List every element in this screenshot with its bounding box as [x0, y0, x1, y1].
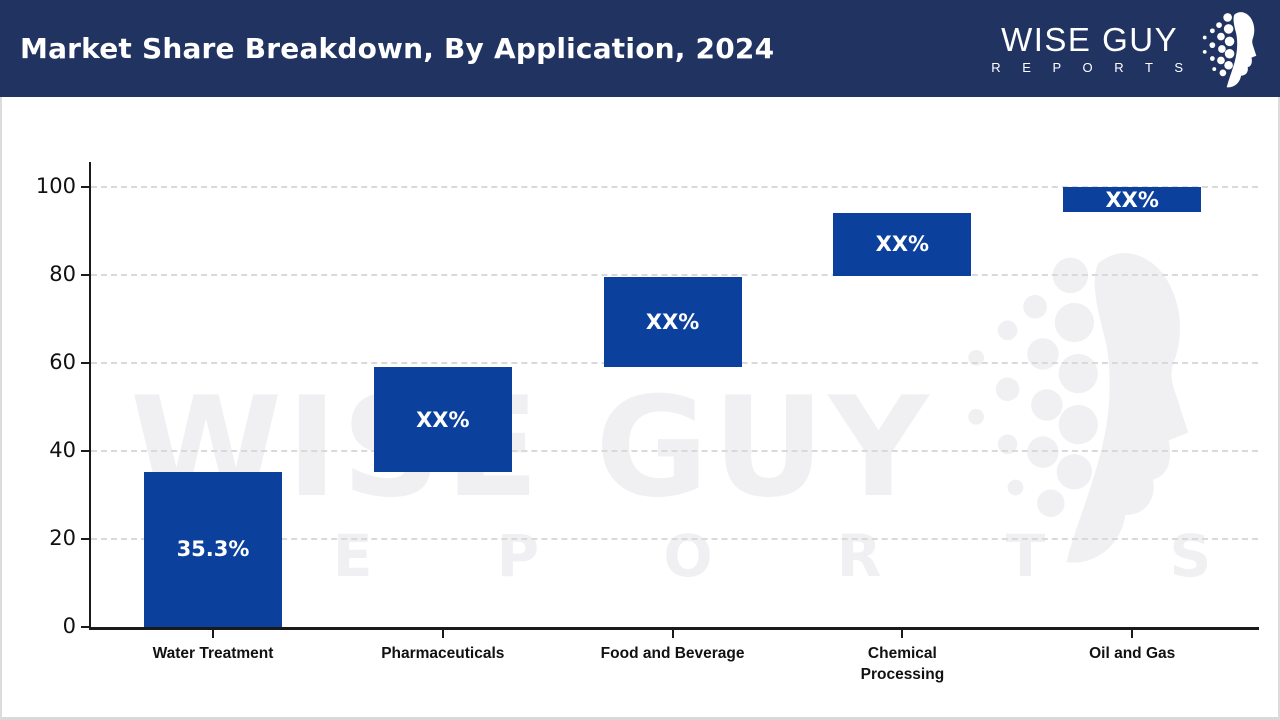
y-axis-tick-label: 40: [49, 438, 76, 462]
y-axis-tick-label: 100: [35, 174, 76, 198]
x-tick-mark-oil-and-gas: [1131, 630, 1134, 638]
y-tick-mark-100: [81, 186, 89, 188]
y-axis-tick-label: 0: [62, 614, 76, 638]
x-tick-mark-pharmaceuticals: [441, 630, 444, 638]
y-axis-line: [89, 162, 91, 630]
chart-area: WISE GUY R E P O R T S 0 20 40 60 80 100 35.3%…: [0, 97, 1280, 720]
bar-chemical-processing: XX%: [833, 212, 972, 276]
bar-food-and-beverage: XX%: [603, 277, 742, 368]
x-axis-label-pharmaceuticals: Pharmaceuticals: [381, 645, 505, 662]
x-axis-label-chemical-processing: Chemical Processing: [860, 645, 945, 683]
bar-value-label: XX%: [1105, 187, 1159, 212]
header-bar: Market Share Breakdown, By Application, …: [0, 0, 1280, 97]
logo-head-icon: [1202, 11, 1257, 87]
watermark-reports: R E P O R T S: [164, 522, 1264, 590]
gridline-40: [91, 450, 1258, 452]
chart-title: Market Share Breakdown, By Application, …: [20, 32, 775, 65]
x-tick-mark-food-and-beverage: [671, 630, 674, 638]
logo-subtitle: R E P O R T S: [991, 59, 1192, 75]
bar-value-label: XX%: [645, 310, 700, 335]
x-axis-label-water-treatment: Water Treatment: [152, 645, 274, 662]
bar-pharmaceuticals: XX%: [373, 367, 512, 472]
y-tick-mark-60: [81, 362, 89, 364]
x-tick-mark-chemical-processing: [901, 630, 904, 638]
gridline-80: [91, 274, 1258, 276]
bar-water-treatment: 35.3%: [144, 471, 282, 627]
bar-value-label: XX%: [416, 407, 470, 432]
x-axis-label-food-and-beverage: Food and Beverage: [600, 645, 745, 662]
logo-text: WISE GUY R E P O R T S: [987, 23, 1192, 75]
y-axis-tick-label: 20: [49, 526, 76, 550]
gridline-100: [91, 186, 1258, 188]
watermark-head-icon: [968, 253, 1189, 563]
x-tick-mark-water-treatment: [212, 630, 214, 638]
bar-oil-and-gas: XX%: [1063, 187, 1202, 213]
x-axis-line: [89, 627, 1259, 630]
y-tick-mark-40: [81, 450, 89, 452]
y-tick-mark-20: [81, 538, 89, 540]
logo-name: WISE GUY: [1001, 20, 1179, 58]
x-axis-label-oil-and-gas: Oil and Gas: [1089, 645, 1176, 662]
gridline-20: [91, 538, 1258, 540]
y-tick-mark-80: [81, 274, 89, 276]
bar-value-label: XX%: [875, 232, 930, 257]
y-tick-mark-0: [81, 626, 89, 628]
y-axis-tick-label: 60: [49, 350, 76, 374]
wise-guy-logo: WISE GUY R E P O R T S: [987, 6, 1262, 92]
bar-value-label: 35.3%: [176, 537, 250, 562]
y-axis-tick-label: 80: [49, 262, 76, 286]
